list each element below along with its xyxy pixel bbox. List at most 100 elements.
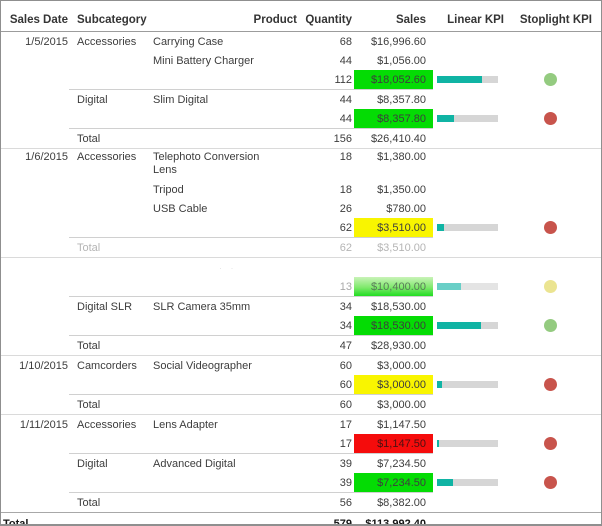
quantity-cell: 60 — [339, 378, 352, 391]
linear-kpi-bar — [437, 283, 498, 291]
sales-date-cell — [1, 493, 69, 513]
product-cell — [151, 512, 301, 524]
subcategory-cell — [69, 277, 151, 297]
linear-kpi-cell — [433, 454, 506, 474]
stoplight-indicator-yellow — [543, 280, 557, 294]
sales-kpi-cell: $3,000.00 — [354, 375, 433, 395]
product-cell — [151, 335, 301, 356]
stoplight-kpi-cell — [506, 454, 601, 474]
subcategory-cell — [69, 51, 151, 70]
linear-kpi-bar — [437, 440, 498, 448]
table-body: 1/5/2015 Accessories Carrying Case 68 $16,99… — [1, 32, 601, 524]
product-cell — [151, 109, 301, 129]
stoplight-kpi-cell — [506, 395, 601, 415]
linear-kpi-bar-fill — [437, 76, 482, 84]
sales-date-cell: 1/11/2015 — [1, 414, 69, 434]
sales-date-cell — [1, 70, 69, 90]
linear-kpi-cell — [433, 512, 506, 524]
linear-kpi-cell — [433, 129, 506, 149]
column-header-stoplight-kpi: Stoplight KPI — [506, 8, 601, 32]
linear-kpi-bar — [437, 224, 498, 232]
linear-kpi-bar-fill — [437, 115, 455, 123]
quantity-cell: 44 — [301, 89, 354, 109]
linear-kpi-cell — [433, 51, 506, 70]
subcategory-cell — [69, 257, 151, 277]
quantity-cell: 60 — [301, 355, 354, 375]
quantity-cell: 62 — [339, 221, 352, 234]
linear-kpi-cell — [433, 414, 506, 434]
product-cell — [151, 277, 301, 297]
subcategory-cell: Digital — [69, 453, 151, 473]
product-cell — [151, 473, 301, 493]
product-cell — [151, 128, 301, 149]
sales-date-cell — [1, 51, 69, 70]
stoplight-kpi-cell — [506, 148, 601, 180]
quantity-cell: 44 — [339, 54, 352, 67]
column-header-linear-kpi: Linear KPI — [433, 8, 506, 32]
quantity-cell: 62 — [301, 237, 354, 258]
product-cell: Mini Battery Charger — [153, 54, 254, 67]
linear-kpi-cell — [433, 434, 506, 454]
sales-kpi-cell: $8,357.80 — [354, 109, 433, 129]
linear-kpi-cell — [433, 493, 506, 513]
sales-cell: $113,992.40 — [354, 512, 433, 524]
subcategory-cell — [69, 375, 151, 395]
total-row: Total 60 $3,000.00 — [1, 394, 601, 415]
sales-cell: $780.00 — [386, 202, 426, 215]
stoplight-kpi-cell — [506, 336, 601, 356]
sales-date-cell: Total — [1, 512, 69, 524]
total-row: Total 156 $26,410.40 — [1, 128, 601, 149]
stoplight-kpi-cell — [506, 238, 601, 258]
subcategory-cell: Total — [69, 492, 151, 513]
linear-kpi-cell — [433, 199, 506, 218]
table-row: · · — [1, 257, 601, 277]
subcategory-cell — [69, 473, 151, 493]
sales-cell: $1,380.00 — [354, 148, 433, 180]
product-cell: Advanced Digital — [151, 453, 301, 473]
subtotal-row: 62 $3,510.00 — [1, 218, 601, 238]
quantity-cell: 60 — [301, 394, 354, 415]
stoplight-indicator-red — [543, 378, 557, 392]
product-cell: Tripod — [153, 183, 184, 196]
linear-kpi-bar — [437, 479, 498, 487]
table-row: 1/6/2015 Accessories Telephoto Conversion L… — [1, 148, 601, 180]
linear-kpi-bar — [437, 322, 498, 330]
linear-kpi-bar-fill — [437, 479, 453, 487]
total-row: Total 47 $28,930.00 — [1, 335, 601, 356]
stoplight-kpi-cell — [506, 355, 601, 375]
sales-cell: $16,996.60 — [370, 35, 426, 48]
subcategory-cell: Total — [69, 128, 151, 149]
product-cell — [151, 434, 301, 454]
sales-date-cell — [1, 336, 69, 356]
subcategory-cell: Total — [69, 394, 151, 415]
subcategory-cell — [69, 434, 151, 454]
stoplight-kpi-cell — [506, 493, 601, 513]
linear-kpi-bar-fill — [437, 322, 481, 330]
stoplight-kpi-cell — [506, 375, 601, 395]
column-header-sales: Sales — [354, 8, 433, 32]
quantity-cell: 34 — [339, 319, 352, 332]
sales-date-cell — [1, 238, 69, 258]
quantity-cell: 579 — [301, 512, 354, 524]
sales-date-cell — [1, 375, 69, 395]
product-cell: SLR Camera 35mm — [151, 296, 301, 316]
subcategory-cell: Accessories — [69, 414, 151, 434]
linear-kpi-cell — [433, 336, 506, 356]
table-row: Tripod 18 $1,350.00 — [1, 180, 601, 199]
quantity-cell: 26 — [339, 202, 352, 215]
subcategory-cell: Camcorders — [69, 355, 151, 375]
sales-kpi-cell: $3,510.00 — [354, 218, 433, 238]
stoplight-kpi-cell — [506, 109, 601, 129]
linear-kpi-bar-fill — [437, 224, 445, 232]
stoplight-kpi-cell — [506, 277, 601, 297]
subcategory-cell: Digital — [69, 89, 151, 109]
product-cell — [151, 218, 301, 238]
product-cell — [151, 70, 301, 90]
product-cell — [151, 316, 301, 336]
table-row: Digital SLR SLR Camera 35mm 34 $18,530.00 — [1, 296, 601, 316]
sales-cell: $3,510.00 — [354, 237, 433, 258]
sales-kpi-cell: $18,052.60 — [354, 70, 433, 90]
product-cell — [151, 394, 301, 415]
table-row: Digital Slim Digital 44 $8,357.80 — [1, 89, 601, 109]
grand-total-row: Total 579 $113,992.40 — [1, 512, 601, 524]
